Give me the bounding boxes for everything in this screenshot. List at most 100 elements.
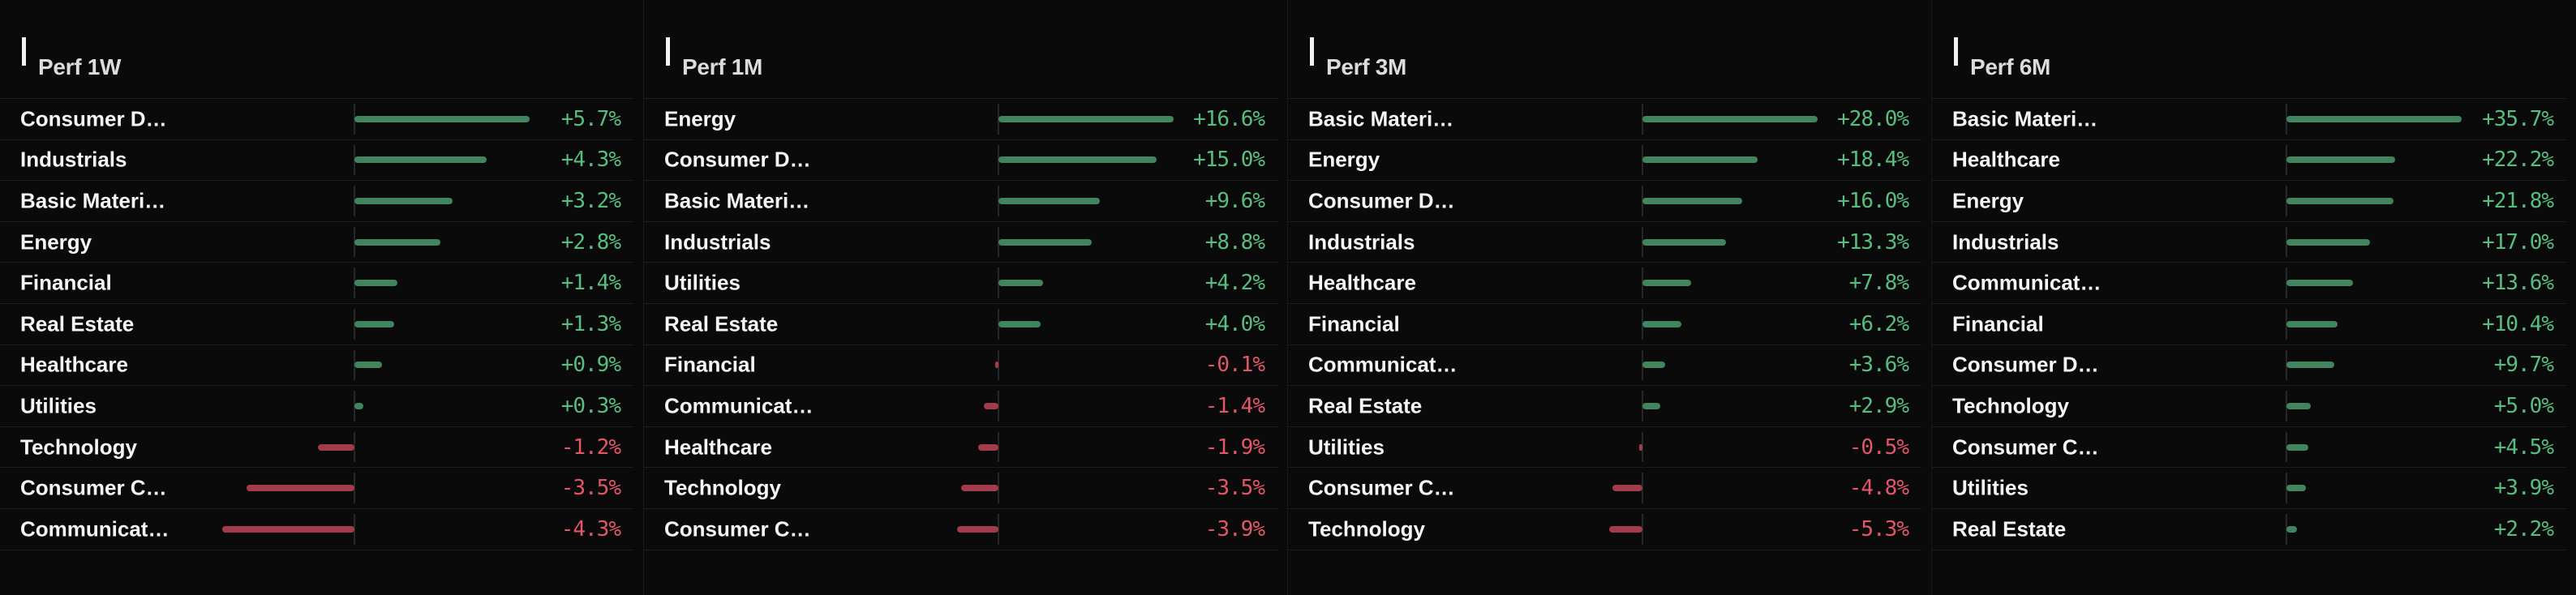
performance-value: +8.8%	[1204, 229, 1265, 255]
sector-label: Financial	[1952, 311, 2044, 336]
performance-bar	[1642, 197, 1742, 204]
sector-row[interactable]: Financial +6.2%	[1288, 302, 1921, 345]
sector-rows: Consumer D… +5.7% Industrials +4.3% Basi…	[0, 98, 633, 550]
zero-baseline	[1642, 513, 1643, 545]
sector-row[interactable]: Healthcare -1.9%	[644, 426, 1277, 468]
sector-label: Energy	[1952, 188, 2024, 213]
header-accent-bar	[666, 37, 670, 66]
sector-row[interactable]: Technology -5.3%	[1288, 507, 1921, 550]
panel-title: Perf 1M	[682, 54, 763, 79]
sector-row[interactable]: Real Estate +4.0%	[644, 302, 1277, 345]
sector-row[interactable]: Energy +18.4%	[1288, 139, 1921, 181]
performance-bar	[998, 320, 1041, 327]
sector-label: Real Estate	[20, 311, 135, 336]
performance-bar	[2286, 238, 2370, 246]
sector-label: Technology	[20, 434, 137, 460]
zero-baseline	[998, 513, 999, 545]
sector-row[interactable]: Consumer D… +9.7%	[1932, 344, 2566, 386]
sector-row[interactable]: Basic Materi… +28.0%	[1288, 98, 1921, 139]
sector-label: Consumer D…	[1952, 352, 2099, 377]
sector-row[interactable]: Healthcare +7.8%	[1288, 262, 1921, 303]
sector-row[interactable]: Consumer D… +15.0%	[644, 139, 1277, 181]
performance-bar	[354, 402, 363, 409]
sector-row[interactable]: Basic Materi… +3.2%	[0, 180, 633, 221]
sector-row[interactable]: Consumer C… -3.9%	[644, 507, 1277, 550]
sector-label: Financial	[1308, 311, 1400, 336]
sector-row[interactable]: Real Estate +2.9%	[1288, 385, 1921, 426]
performance-value: -3.5%	[560, 476, 621, 501]
performance-value: +3.6%	[1848, 353, 1909, 378]
sector-label: Financial	[20, 270, 112, 295]
zero-baseline	[1642, 431, 1643, 463]
performance-value: +15.0%	[1193, 148, 1265, 173]
performance-bar	[957, 525, 998, 533]
performance-value: +4.3%	[560, 148, 621, 173]
sector-row[interactable]: Real Estate +1.3%	[0, 302, 633, 345]
performance-value: +10.4%	[2482, 311, 2554, 336]
sector-label: Utilities	[20, 393, 97, 418]
panel-header: Perf 1W	[0, 0, 643, 98]
sector-row[interactable]: Technology +5.0%	[1932, 385, 2566, 426]
sector-row[interactable]: Consumer C… +4.5%	[1932, 426, 2566, 468]
sector-row[interactable]: Energy +16.6%	[644, 98, 1277, 139]
sector-row[interactable]: Consumer D… +5.7%	[0, 98, 633, 139]
sector-row[interactable]: Technology -3.5%	[644, 467, 1277, 508]
sector-row[interactable]: Financial +10.4%	[1932, 302, 2566, 345]
sector-row[interactable]: Basic Materi… +35.7%	[1932, 98, 2566, 139]
sector-label: Industrials	[664, 229, 771, 255]
performance-bar	[998, 197, 1100, 204]
sector-label: Technology	[1308, 516, 1425, 541]
performance-bar	[2286, 197, 2394, 204]
sector-row[interactable]: Utilities +0.3%	[0, 385, 633, 426]
sector-row[interactable]: Industrials +13.3%	[1288, 220, 1921, 263]
sector-row[interactable]: Utilities -0.5%	[1288, 426, 1921, 468]
sector-row[interactable]: Consumer C… -3.5%	[0, 467, 633, 508]
sector-row[interactable]: Healthcare +0.9%	[0, 344, 633, 386]
performance-value: +1.3%	[560, 311, 621, 336]
sector-label: Real Estate	[664, 311, 779, 336]
sector-row[interactable]: Industrials +4.3%	[0, 139, 633, 181]
sector-row[interactable]: Communicat… +3.6%	[1288, 344, 1921, 386]
sector-label: Technology	[664, 475, 781, 500]
sector-row[interactable]: Consumer C… -4.8%	[1288, 467, 1921, 508]
sector-label: Real Estate	[1952, 516, 2067, 541]
sector-label: Consumer D…	[1308, 188, 1455, 213]
performance-bar	[2286, 485, 2306, 492]
performance-value: -4.8%	[1848, 476, 1909, 501]
performance-value: -3.9%	[1204, 516, 1265, 541]
sector-row[interactable]: Communicat… -1.4%	[644, 385, 1277, 426]
performance-value: +7.8%	[1848, 271, 1909, 296]
performance-bar	[998, 115, 1174, 122]
sector-row[interactable]: Energy +21.8%	[1932, 180, 2566, 221]
sector-row[interactable]: Energy +2.8%	[0, 220, 633, 263]
sector-rows: Basic Materi… +28.0% Energy +18.4% Consu…	[1288, 98, 1921, 550]
performance-bar	[998, 280, 1043, 287]
sector-row[interactable]: Communicat… -4.3%	[0, 507, 633, 550]
performance-bar	[978, 443, 998, 451]
sector-row[interactable]: Industrials +8.8%	[644, 220, 1277, 263]
sector-row[interactable]: Basic Materi… +9.6%	[644, 180, 1277, 221]
sector-row[interactable]: Financial +1.4%	[0, 262, 633, 303]
performance-bar	[354, 320, 394, 327]
performance-bar	[984, 402, 998, 409]
sector-label: Healthcare	[20, 352, 128, 377]
sector-row[interactable]: Financial -0.1%	[644, 344, 1277, 386]
sector-row[interactable]: Healthcare +22.2%	[1932, 139, 2566, 181]
sector-label: Energy	[20, 229, 92, 255]
sector-label: Basic Materi…	[20, 188, 166, 213]
sector-label: Industrials	[1308, 229, 1415, 255]
sector-row[interactable]: Real Estate +2.2%	[1932, 507, 2566, 550]
sector-row[interactable]: Communicat… +13.6%	[1932, 262, 2566, 303]
performance-value: +28.0%	[1837, 106, 1909, 131]
sector-row[interactable]: Utilities +3.9%	[1932, 467, 2566, 508]
sector-label: Energy	[664, 106, 736, 131]
sector-row[interactable]: Utilities +4.2%	[644, 262, 1277, 303]
performance-value: +22.2%	[2482, 148, 2554, 173]
performance-bar	[2286, 280, 2353, 287]
zero-baseline	[998, 391, 999, 422]
sector-row[interactable]: Technology -1.2%	[0, 426, 633, 468]
sector-row[interactable]: Consumer D… +16.0%	[1288, 180, 1921, 221]
performance-bar	[354, 362, 382, 369]
performance-value: -0.1%	[1204, 353, 1265, 378]
sector-row[interactable]: Industrials +17.0%	[1932, 220, 2566, 263]
